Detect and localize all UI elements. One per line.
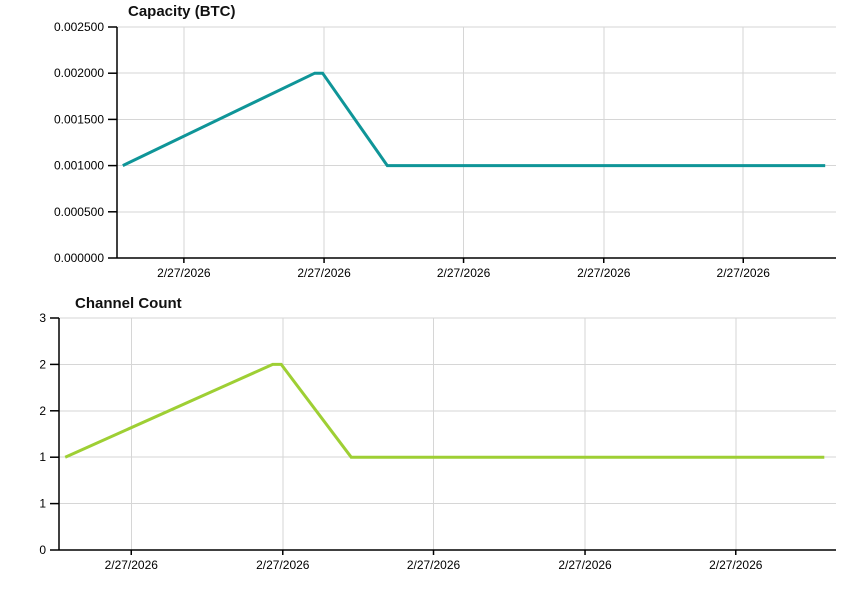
- channel-count-x-tick-label: 2/27/2026: [256, 558, 310, 572]
- capacity-series-line: [122, 71, 826, 168]
- capacity-y-tick-label: 0.002500: [54, 20, 104, 34]
- channel-count-y-tick-label: 2: [39, 357, 46, 371]
- channel-count-y-tick-label: 2: [39, 404, 46, 418]
- channel-count-x-tick-label: 2/27/2026: [558, 558, 612, 572]
- capacity-x-tick-label: 2/27/2026: [297, 266, 351, 280]
- channel-count-y-tick-label: 1: [39, 450, 46, 464]
- capacity-x-tick-label: 2/27/2026: [437, 266, 491, 280]
- capacity-x-tick-label: 2/27/2026: [157, 266, 211, 280]
- capacity-y-tick-label: 0.001000: [54, 159, 104, 173]
- capacity-chart-title: Capacity (BTC): [128, 3, 236, 20]
- capacity-x-tick-label: 2/27/2026: [577, 266, 631, 280]
- channel-count-y-tick-label: 3: [39, 311, 46, 325]
- channel-count-x-tick-label: 2/27/2026: [407, 558, 461, 572]
- channel-count-y-tick-label: 1: [39, 497, 46, 511]
- channel-count-y-tick-label: 0: [39, 543, 46, 557]
- channel-count-x-tick-label: 2/27/2026: [105, 558, 159, 572]
- channel-count-x-tick-label: 2/27/2026: [709, 558, 763, 572]
- capacity-y-tick-label: 0.000500: [54, 205, 104, 219]
- channel-count-chart-title: Channel Count: [75, 295, 182, 312]
- capacity-y-tick-label: 0.000000: [54, 251, 104, 265]
- capacity-y-tick-label: 0.001500: [54, 112, 104, 126]
- capacity-y-tick-label: 0.002000: [54, 66, 104, 80]
- channel-count-series-line: [64, 362, 825, 459]
- capacity-x-tick-label: 2/27/2026: [717, 266, 771, 280]
